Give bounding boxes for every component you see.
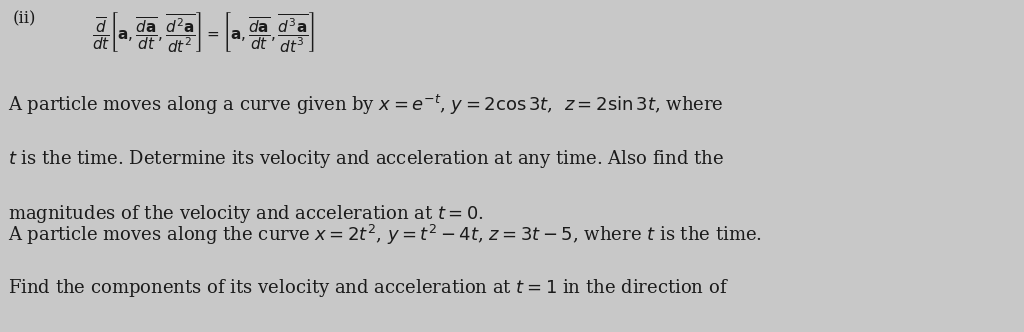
Text: Find the components of its velocity and acceleration at $t=1$ in the direction o: Find the components of its velocity and … xyxy=(8,277,729,299)
Text: (ii): (ii) xyxy=(12,10,36,27)
Text: $t$ is the time. Determine its velocity and acceleration at any time. Also find : $t$ is the time. Determine its velocity … xyxy=(8,148,724,170)
Text: magnitudes of the velocity and acceleration at $t=0$.: magnitudes of the velocity and accelerat… xyxy=(8,203,484,224)
Text: $\dfrac{\overline{d}}{dt}\left[\mathbf{a},\dfrac{\overline{d\mathbf{a}}}{dt},\df: $\dfrac{\overline{d}}{dt}\left[\mathbf{a… xyxy=(92,10,314,54)
Text: A particle moves along a curve given by $x=e^{-t}$, $y=2\cos 3t$,  $z=2\sin 3t$,: A particle moves along a curve given by … xyxy=(8,93,724,117)
Text: A particle moves along the curve $x=2t^2$, $y=t^2-4t$, $z=3t-5$, where $t$ is th: A particle moves along the curve $x=2t^2… xyxy=(8,222,762,247)
